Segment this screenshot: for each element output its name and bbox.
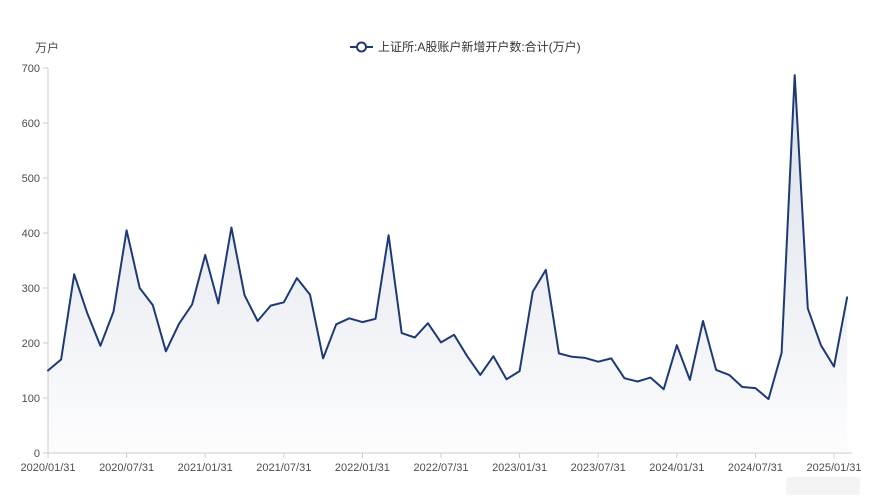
x-tick-label: 2021/07/31 [256,462,311,474]
y-tick-label: 0 [34,448,40,460]
y-tick-label: 200 [22,338,40,350]
y-tick-label: 400 [22,228,40,240]
legend-label: 上证所:A股账户新增开户数:合计(万户) [378,39,581,54]
y-tick-label: 700 [22,63,40,75]
x-tick-label: 2021/01/31 [178,462,233,474]
x-tick-label: 2023/07/31 [571,462,626,474]
x-tick-label: 2022/01/31 [335,462,390,474]
x-tick-label: 2023/01/31 [492,462,547,474]
x-tick-label: 2020/07/31 [99,462,154,474]
x-tick-label: 2024/07/31 [728,462,783,474]
series-area [48,75,848,453]
y-tick-label: 600 [22,118,40,130]
y-tick-label: 100 [22,393,40,405]
x-tick-label: 2020/01/31 [20,462,75,474]
x-tick-label: 2024/01/31 [649,462,704,474]
series-line [47,74,849,401]
y-axis-unit-label: 万户 [35,40,59,55]
y-tick-label: 500 [22,173,40,185]
x-tick-label: 2022/07/31 [413,462,468,474]
legend-circle-marker-icon [356,41,367,53]
x-tick-label: 2025/01/31 [806,462,861,474]
watermark [786,477,860,495]
legend[interactable]: 上证所:A股账户新增开户数:合计(万户) [350,39,581,54]
y-tick-label: 300 [22,283,40,295]
